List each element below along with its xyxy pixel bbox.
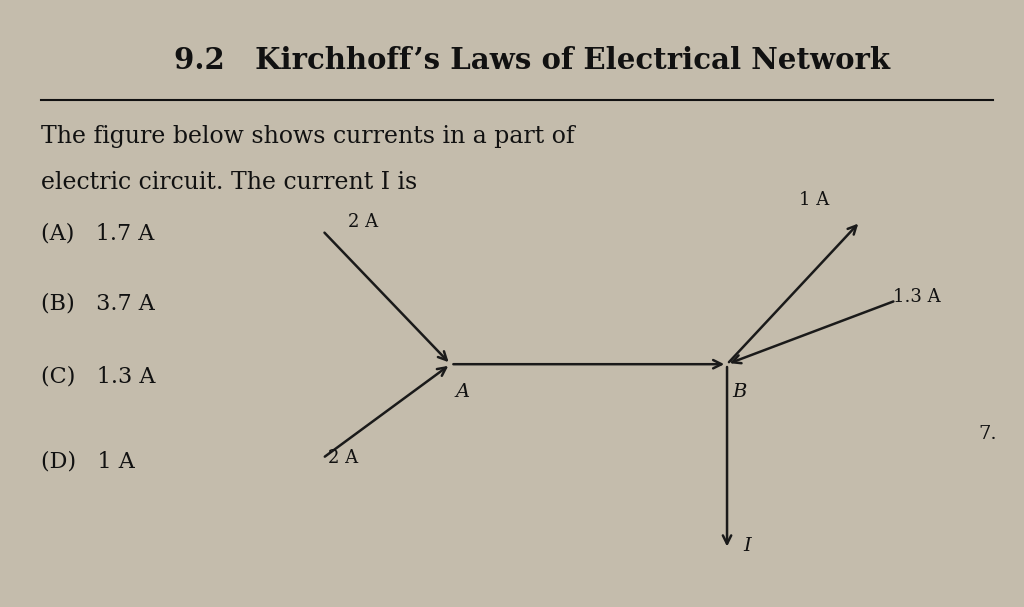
Text: 7.: 7.	[979, 425, 997, 443]
Text: 2 A: 2 A	[348, 212, 379, 231]
Text: The figure below shows currents in a part of: The figure below shows currents in a par…	[41, 125, 574, 148]
Text: 1 A: 1 A	[799, 191, 829, 209]
Text: A: A	[456, 382, 470, 401]
Text: (D)   1 A: (D) 1 A	[41, 450, 135, 472]
Text: (B)   3.7 A: (B) 3.7 A	[41, 293, 155, 314]
Text: electric circuit. The current I is: electric circuit. The current I is	[41, 171, 417, 194]
Text: B: B	[732, 382, 746, 401]
Text: (A)   1.7 A: (A) 1.7 A	[41, 223, 155, 245]
Text: 1.3 A: 1.3 A	[893, 288, 940, 307]
Text: I: I	[743, 537, 752, 555]
Text: 9.2   Kirchhoff’s Laws of Electrical Network: 9.2 Kirchhoff’s Laws of Electrical Netwo…	[174, 46, 891, 75]
Text: 2 A: 2 A	[328, 449, 358, 467]
Text: (C)   1.3 A: (C) 1.3 A	[41, 365, 156, 387]
